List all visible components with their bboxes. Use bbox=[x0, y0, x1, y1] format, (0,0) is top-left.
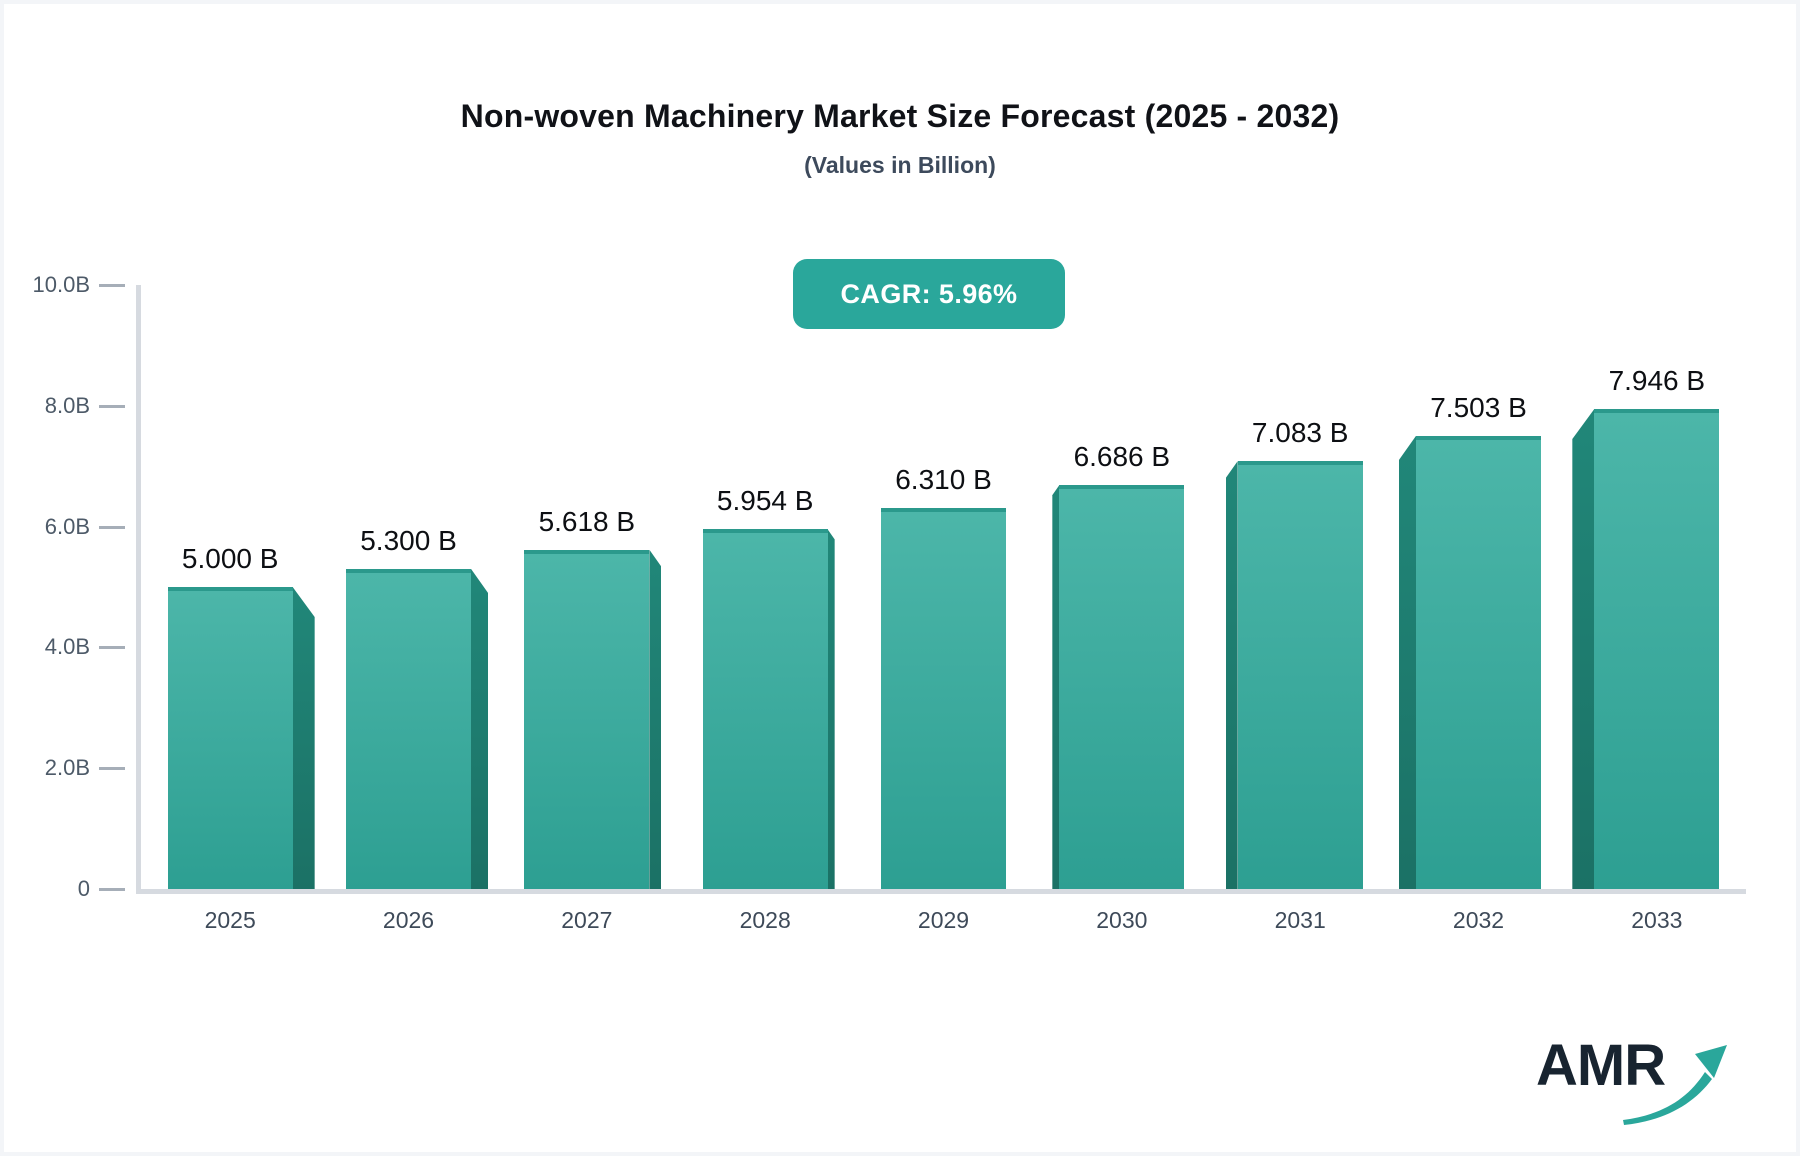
x-tick-label-2030: 2030 bbox=[1096, 907, 1148, 933]
y-tick-label: 10.0B bbox=[32, 272, 91, 297]
x-tick-label-2027: 2027 bbox=[561, 907, 613, 933]
bar-value-label-2028: 5.954 B bbox=[716, 485, 814, 517]
y-tick-label: 6.0B bbox=[44, 513, 90, 539]
page-title: Non-woven Machinery Market Size Forecast… bbox=[460, 98, 1340, 134]
bar-side-2032 bbox=[1399, 435, 1416, 889]
bar-side-2025 bbox=[292, 587, 315, 889]
bar-side-2030 bbox=[1052, 485, 1060, 889]
y-tick-label: 0 bbox=[77, 876, 90, 901]
bar-side-2027 bbox=[649, 549, 662, 889]
y-tick-label: 4.0B bbox=[44, 634, 90, 660]
bar-2029[interactable] bbox=[881, 507, 1006, 889]
amr-logo-text: AMR bbox=[1536, 1033, 1666, 1098]
bar-chart: 10.0B 8.0B 6.0B 4.0B 2.0B 0 5.000 B 2025 5.300 B… bbox=[4, 4, 1796, 1152]
x-tick-label-2033: 2033 bbox=[1631, 907, 1683, 933]
x-tick-label-2029: 2029 bbox=[917, 907, 970, 933]
bar-value-label-2027: 5.618 B bbox=[538, 505, 636, 537]
growth-arrow-icon bbox=[1623, 1045, 1727, 1125]
bar-value-label-2030: 6.686 B bbox=[1073, 441, 1171, 473]
bar-value-label-2032: 7.503 B bbox=[1430, 391, 1527, 423]
y-tick-dash bbox=[99, 525, 125, 529]
y-tick-dash bbox=[99, 646, 125, 650]
cagr-badge: CAGR: 5.96% bbox=[793, 259, 1065, 329]
x-tick-label-2026: 2026 bbox=[382, 907, 435, 933]
bar-value-label-2026: 5.300 B bbox=[360, 524, 457, 556]
amr-logo: AMR bbox=[1536, 1032, 1727, 1125]
bar-2032[interactable] bbox=[1416, 435, 1541, 889]
bar-side-2031 bbox=[1225, 461, 1238, 889]
bar-value-label-2025: 5.000 B bbox=[181, 543, 279, 574]
x-tick-label-2028: 2028 bbox=[739, 907, 791, 933]
y-tick-label: 8.0B bbox=[44, 392, 90, 418]
bar-side-2026 bbox=[471, 568, 488, 889]
bar-2028[interactable] bbox=[702, 529, 828, 889]
bar-2033[interactable] bbox=[1594, 409, 1720, 889]
bar-side-2028 bbox=[827, 529, 835, 889]
y-axis-line bbox=[136, 285, 141, 894]
x-tick-label-2031: 2031 bbox=[1274, 907, 1326, 933]
x-axis-line bbox=[136, 889, 1746, 894]
bar-value-label-2033: 7.946 B bbox=[1608, 365, 1706, 397]
y-tick-dash bbox=[99, 404, 125, 408]
bar-side-2033 bbox=[1572, 409, 1595, 889]
bar-2031[interactable] bbox=[1237, 461, 1363, 889]
bar-value-label-2031: 7.083 B bbox=[1251, 417, 1349, 449]
x-tick-label-2032: 2032 bbox=[1452, 907, 1505, 933]
cagr-badge-label: CAGR: 5.96% bbox=[840, 278, 1018, 309]
chart-card: Non-woven Machinery Market Size Forecast… bbox=[4, 4, 1796, 1152]
chart-subtitle: (Values in Billion) bbox=[804, 152, 996, 178]
bar-2027[interactable] bbox=[524, 549, 650, 889]
x-tick-label-2025: 2025 bbox=[204, 907, 256, 933]
y-tick-dash bbox=[99, 888, 125, 891]
bar-2030[interactable] bbox=[1059, 485, 1185, 889]
bar-2025[interactable] bbox=[167, 587, 293, 889]
y-tick-label: 2.0B bbox=[44, 755, 90, 781]
y-tick-dash bbox=[99, 767, 125, 771]
bar-value-label-2029: 6.310 B bbox=[895, 463, 992, 495]
y-tick-dash bbox=[99, 284, 125, 287]
bar-2026[interactable] bbox=[346, 568, 471, 889]
